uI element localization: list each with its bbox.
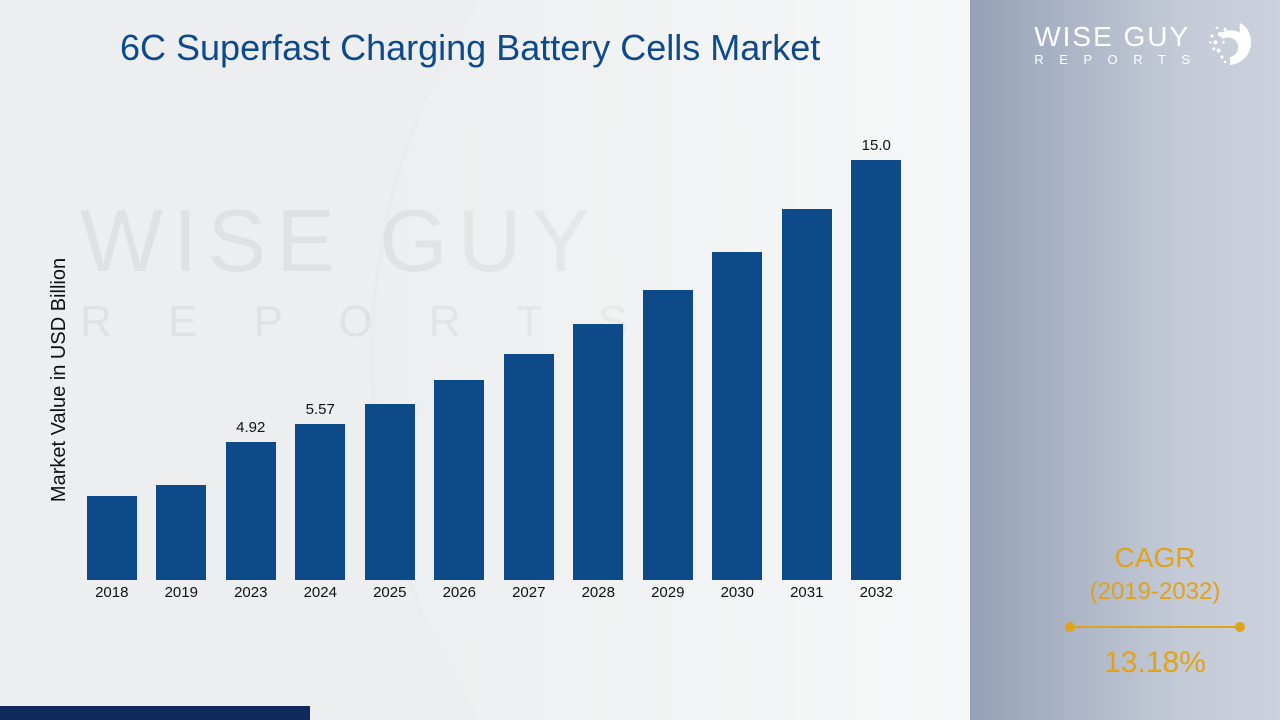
- bar: [365, 404, 415, 580]
- bar: [87, 496, 137, 580]
- x-tick: 2025: [364, 584, 416, 601]
- brand-logo: WISE GUY R E P O R T S: [1034, 18, 1256, 70]
- plot-area: 4.92 5.57 15.0: [78, 160, 910, 580]
- bar-2028: [573, 324, 625, 580]
- y-axis-label: Market Value in USD Billion: [48, 200, 71, 560]
- page-root: WISE GUY R E P O R T S WISE GUY R E P O …: [0, 0, 1280, 720]
- x-tick: 2030: [712, 584, 764, 601]
- cagr-value: 13.18%: [1030, 646, 1280, 680]
- x-tick: 2023: [225, 584, 277, 601]
- head-icon: [1204, 18, 1256, 70]
- bar-value-label: 4.92: [236, 419, 265, 436]
- bar-value-label: 15.0: [862, 137, 891, 154]
- bar: [851, 160, 901, 580]
- x-tick: 2029: [642, 584, 694, 601]
- x-tick: 2031: [781, 584, 833, 601]
- side-panel: WISE GUY R E P O R T S CAGR (2019-2032) …: [970, 0, 1280, 720]
- bar-2025: [364, 404, 416, 580]
- x-tick: 2024: [295, 584, 347, 601]
- bar-2030: [712, 252, 764, 580]
- bar: [504, 354, 554, 580]
- x-tick: 2032: [851, 584, 903, 601]
- bar: [573, 324, 623, 580]
- bar: [782, 209, 832, 580]
- bar: [434, 380, 484, 580]
- x-tick: 2027: [503, 584, 555, 601]
- bar-2018: [86, 496, 138, 580]
- bar-2027: [503, 354, 555, 580]
- bar-2032: 15.0: [851, 160, 903, 580]
- x-tick: 2026: [434, 584, 486, 601]
- chart-title: 6C Superfast Charging Battery Cells Mark…: [120, 26, 840, 69]
- logo-sub-text: R E P O R T S: [1034, 53, 1196, 66]
- logo-main-text: WISE GUY: [1034, 23, 1196, 51]
- cagr-label: CAGR: [1030, 542, 1280, 574]
- cagr-block: CAGR (2019-2032) 13.18%: [1030, 542, 1280, 680]
- bar-2023: 4.92: [225, 442, 277, 580]
- bar: [156, 485, 206, 580]
- x-tick: 2019: [156, 584, 208, 601]
- x-tick: 2018: [86, 584, 138, 601]
- bar-chart: 4.92 5.57 15.0 2018 2019 2023 2024 2025 2026 202…: [78, 160, 910, 620]
- bar-2029: [642, 290, 694, 580]
- bar-2019: [156, 485, 208, 580]
- x-axis-ticks: 2018 2019 2023 2024 2025 2026 2027 2028 2029 2030…: [78, 584, 910, 601]
- bar-2024: 5.57: [295, 424, 347, 580]
- x-tick: 2028: [573, 584, 625, 601]
- bar-2026: [434, 380, 486, 580]
- bar: [712, 252, 762, 580]
- bar: [295, 424, 345, 580]
- cagr-range: (2019-2032): [1030, 578, 1280, 606]
- bottom-accent-strip: [0, 706, 310, 720]
- bar: [226, 442, 276, 580]
- bar-2031: [781, 209, 833, 580]
- cagr-divider: [1070, 626, 1240, 628]
- bar-value-label: 5.57: [306, 401, 335, 418]
- bar: [643, 290, 693, 580]
